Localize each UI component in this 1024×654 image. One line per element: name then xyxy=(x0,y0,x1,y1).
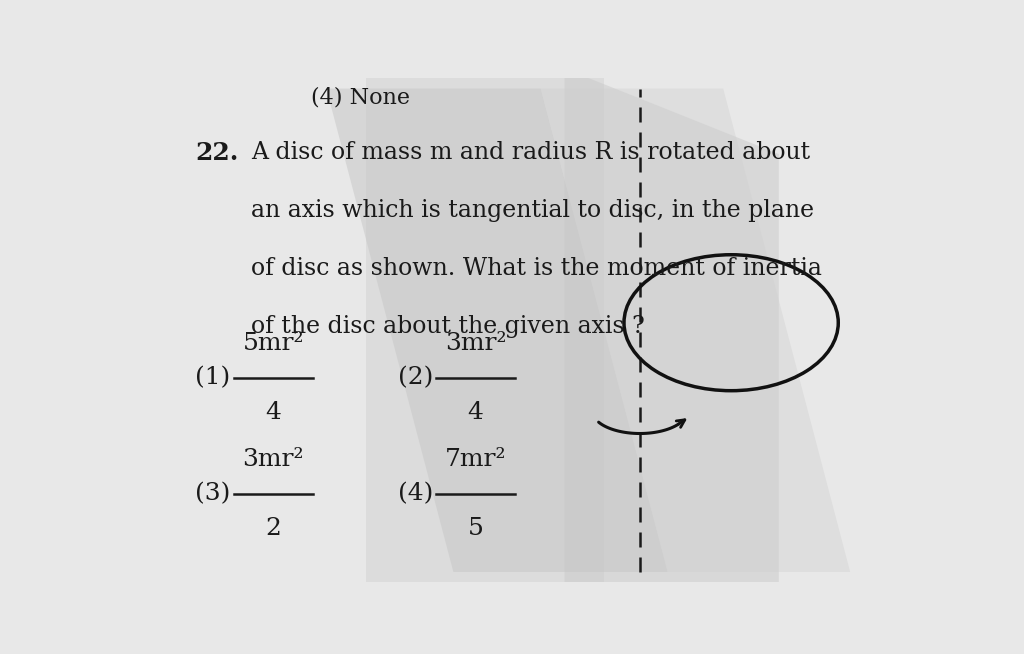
Text: of disc as shown. What is the moment of inertia: of disc as shown. What is the moment of … xyxy=(251,257,822,281)
Text: 3mr²: 3mr² xyxy=(243,448,304,471)
Text: A disc of mass m and radius R is rotated about: A disc of mass m and radius R is rotated… xyxy=(251,141,810,164)
Text: (4): (4) xyxy=(397,483,433,506)
Text: (1): (1) xyxy=(196,367,230,390)
Text: 5mr²: 5mr² xyxy=(243,332,304,355)
Text: 3mr²: 3mr² xyxy=(444,332,506,355)
Polygon shape xyxy=(327,88,668,572)
Text: 7mr²: 7mr² xyxy=(444,448,506,471)
Text: 5: 5 xyxy=(468,517,483,540)
Text: an axis which is tangential to disc, in the plane: an axis which is tangential to disc, in … xyxy=(251,199,814,222)
Text: 4: 4 xyxy=(468,401,483,424)
Text: (3): (3) xyxy=(196,483,230,506)
Text: (4) None: (4) None xyxy=(310,86,410,108)
Polygon shape xyxy=(541,88,850,572)
Text: 22.: 22. xyxy=(196,141,239,165)
Polygon shape xyxy=(367,69,604,592)
Text: 4: 4 xyxy=(265,401,282,424)
Polygon shape xyxy=(564,69,778,592)
Text: of the disc about the given axis ?: of the disc about the given axis ? xyxy=(251,315,645,338)
Text: (2): (2) xyxy=(397,367,433,390)
Text: 2: 2 xyxy=(265,517,282,540)
